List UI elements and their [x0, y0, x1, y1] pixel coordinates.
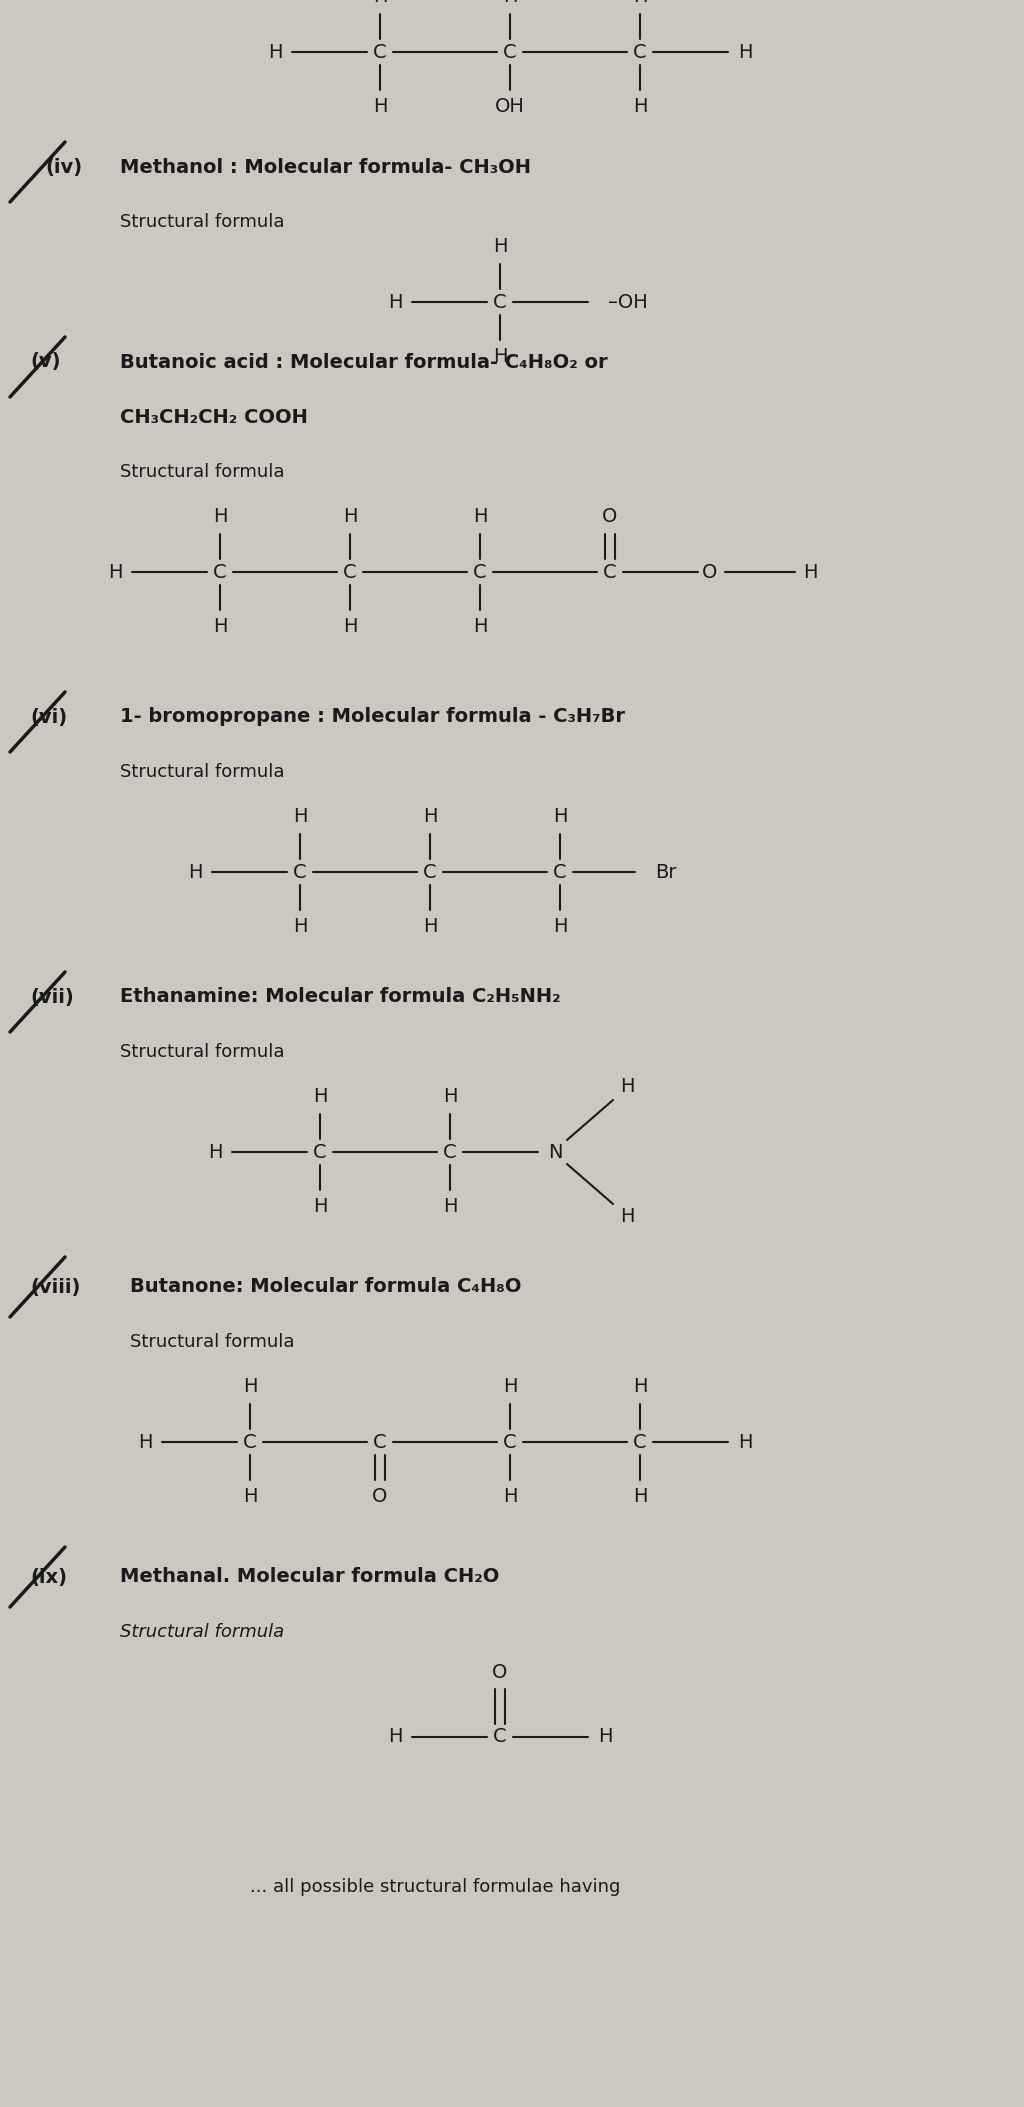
Text: H: H: [312, 1197, 328, 1216]
Text: C: C: [373, 1433, 387, 1452]
Text: H: H: [737, 42, 753, 61]
Text: H: H: [373, 97, 387, 116]
Text: (vii): (vii): [30, 988, 74, 1007]
Text: C: C: [503, 1433, 517, 1452]
Text: (vi): (vi): [30, 708, 68, 727]
Text: H: H: [388, 293, 402, 312]
Text: H: H: [343, 617, 357, 636]
Text: H: H: [598, 1728, 612, 1747]
Text: H: H: [208, 1142, 222, 1161]
Text: –OH: –OH: [608, 293, 648, 312]
Text: H: H: [553, 917, 567, 936]
Text: Structural formula: Structural formula: [130, 1334, 295, 1351]
Text: H: H: [633, 1378, 647, 1397]
Text: Structural formula: Structural formula: [120, 1622, 284, 1641]
Text: Structural formula: Structural formula: [120, 1043, 285, 1062]
Text: H: H: [293, 807, 307, 826]
Text: Structural formula: Structural formula: [120, 464, 285, 480]
Text: OH: OH: [495, 97, 525, 116]
Text: H: H: [493, 348, 507, 367]
Text: H: H: [493, 238, 507, 257]
Text: O: O: [702, 563, 718, 582]
Text: C: C: [503, 42, 517, 61]
Text: Methanal. Molecular formula CH₂O: Methanal. Molecular formula CH₂O: [120, 1568, 500, 1587]
Text: H: H: [267, 42, 283, 61]
Text: H: H: [442, 1197, 458, 1216]
Text: C: C: [633, 1433, 647, 1452]
Text: H: H: [503, 1378, 517, 1397]
Text: H: H: [373, 0, 387, 6]
Text: Structural formula: Structural formula: [120, 213, 285, 232]
Text: H: H: [343, 508, 357, 527]
Text: (v): (v): [30, 352, 60, 371]
Text: H: H: [423, 807, 437, 826]
Text: H: H: [473, 617, 487, 636]
Text: (viii): (viii): [30, 1277, 80, 1296]
Text: C: C: [494, 1728, 507, 1747]
Text: (iv): (iv): [45, 158, 82, 177]
Text: H: H: [620, 1077, 634, 1096]
Text: C: C: [243, 1433, 257, 1452]
Text: C: C: [373, 42, 387, 61]
Text: H: H: [803, 563, 817, 582]
Text: C: C: [443, 1142, 457, 1161]
Text: C: C: [603, 563, 616, 582]
Text: C: C: [553, 862, 567, 881]
Text: H: H: [633, 0, 647, 6]
Text: C: C: [633, 42, 647, 61]
Text: O: O: [373, 1488, 388, 1507]
Text: C: C: [343, 563, 356, 582]
Text: C: C: [313, 1142, 327, 1161]
Text: C: C: [293, 862, 307, 881]
Text: C: C: [494, 293, 507, 312]
Text: C: C: [473, 563, 486, 582]
Text: H: H: [213, 617, 227, 636]
Text: H: H: [503, 0, 517, 6]
Text: H: H: [187, 862, 203, 881]
Text: ... all possible structural formulae having: ... all possible structural formulae hav…: [250, 1877, 621, 1896]
Text: H: H: [553, 807, 567, 826]
Text: (ix): (ix): [30, 1568, 67, 1587]
Text: H: H: [388, 1728, 402, 1747]
Text: H: H: [633, 1488, 647, 1507]
Text: H: H: [503, 1488, 517, 1507]
Text: N: N: [548, 1142, 562, 1161]
Text: H: H: [138, 1433, 153, 1452]
Text: 1- bromopropane : Molecular formula - C₃H₇Br: 1- bromopropane : Molecular formula - C₃…: [120, 708, 625, 727]
Text: H: H: [108, 563, 122, 582]
Text: Butanoic acid : Molecular formula- C₄H₈O₂ or: Butanoic acid : Molecular formula- C₄H₈O…: [120, 352, 607, 371]
Text: Structural formula: Structural formula: [120, 763, 285, 782]
Text: O: O: [493, 1662, 508, 1681]
Text: C: C: [213, 563, 226, 582]
Text: Br: Br: [655, 862, 677, 881]
Text: H: H: [213, 508, 227, 527]
Text: C: C: [423, 862, 437, 881]
Text: H: H: [737, 1433, 753, 1452]
Text: H: H: [473, 508, 487, 527]
Text: H: H: [243, 1488, 257, 1507]
Text: H: H: [442, 1087, 458, 1106]
Text: O: O: [602, 508, 617, 527]
Text: Methanol : Molecular formula- CH₃OH: Methanol : Molecular formula- CH₃OH: [120, 158, 531, 177]
Text: H: H: [243, 1378, 257, 1397]
Text: H: H: [423, 917, 437, 936]
Text: H: H: [312, 1087, 328, 1106]
Text: H: H: [293, 917, 307, 936]
Text: H: H: [633, 97, 647, 116]
Text: H: H: [620, 1207, 634, 1226]
Text: Butanone: Molecular formula C₄H₈O: Butanone: Molecular formula C₄H₈O: [130, 1277, 521, 1296]
Text: CH₃CH₂CH₂ COOH: CH₃CH₂CH₂ COOH: [120, 407, 308, 426]
Text: Ethanamine: Molecular formula C₂H₅NH₂: Ethanamine: Molecular formula C₂H₅NH₂: [120, 988, 560, 1007]
